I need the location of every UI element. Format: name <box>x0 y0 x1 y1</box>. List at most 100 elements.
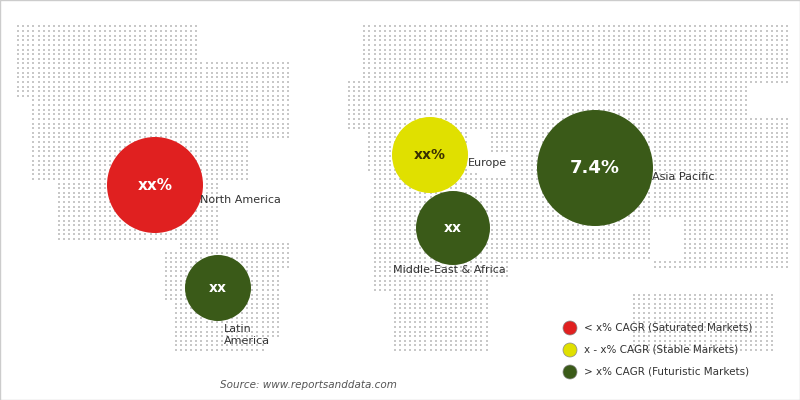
Point <box>628 106 641 113</box>
Point <box>424 74 437 80</box>
Point <box>409 259 422 265</box>
Point <box>170 319 182 326</box>
Point <box>643 291 656 298</box>
Point <box>241 245 254 252</box>
Point <box>775 180 788 187</box>
Point <box>678 70 691 76</box>
Point <box>526 74 538 80</box>
Point <box>246 305 258 312</box>
Point <box>159 37 172 44</box>
Point <box>47 162 60 168</box>
Point <box>53 60 66 67</box>
Point <box>633 60 646 67</box>
Point <box>766 310 778 316</box>
Point <box>506 74 518 80</box>
Point <box>124 130 137 136</box>
Point <box>277 259 290 265</box>
Point <box>394 70 406 76</box>
Point <box>94 60 106 67</box>
Point <box>62 190 75 196</box>
Point <box>378 273 391 279</box>
Point <box>678 111 691 118</box>
Point <box>430 278 442 284</box>
Point <box>434 333 447 339</box>
Point <box>689 227 702 233</box>
Point <box>206 185 218 192</box>
Point <box>190 162 202 168</box>
Point <box>648 139 661 145</box>
Point <box>368 51 381 58</box>
Point <box>613 227 626 233</box>
Point <box>241 310 254 316</box>
Point <box>725 328 738 335</box>
Point <box>582 250 594 256</box>
Point <box>185 236 198 242</box>
Point <box>215 338 228 344</box>
Point <box>236 153 249 159</box>
Point <box>475 278 488 284</box>
Point <box>572 65 585 71</box>
Point <box>781 264 794 270</box>
Point <box>704 23 717 30</box>
Point <box>88 139 101 145</box>
Point <box>699 314 712 321</box>
Point <box>587 51 600 58</box>
Text: xx: xx <box>444 221 462 235</box>
Point <box>710 32 722 39</box>
Point <box>602 194 615 201</box>
Point <box>62 166 75 173</box>
Point <box>53 56 66 62</box>
Point <box>251 116 264 122</box>
Point <box>526 254 538 261</box>
Point <box>638 245 650 252</box>
Point <box>470 176 482 182</box>
Point <box>210 254 223 261</box>
Point <box>669 300 682 307</box>
Point <box>470 217 482 224</box>
Point <box>271 264 284 270</box>
Point <box>725 32 738 39</box>
Point <box>775 153 788 159</box>
Point <box>378 116 391 122</box>
Point <box>566 157 579 164</box>
Point <box>22 42 34 48</box>
Point <box>740 319 753 326</box>
Point <box>684 310 697 316</box>
Point <box>536 83 549 90</box>
Point <box>618 250 630 256</box>
Point <box>454 185 467 192</box>
Point <box>598 130 610 136</box>
Point <box>699 240 712 247</box>
Point <box>760 222 773 228</box>
Point <box>195 300 208 307</box>
Point <box>22 46 34 53</box>
Point <box>755 305 768 312</box>
Point <box>628 28 641 34</box>
Point <box>154 213 167 219</box>
Point <box>170 264 182 270</box>
Point <box>94 144 106 150</box>
Point <box>22 65 34 71</box>
Point <box>725 88 738 94</box>
Point <box>755 23 768 30</box>
Point <box>262 70 274 76</box>
Point <box>740 338 753 344</box>
Point <box>628 148 641 154</box>
Point <box>770 259 783 265</box>
Point <box>704 93 717 99</box>
Point <box>587 28 600 34</box>
Point <box>159 180 172 187</box>
Point <box>424 204 437 210</box>
Point <box>439 227 452 233</box>
Point <box>414 139 426 145</box>
Point <box>607 79 620 85</box>
Point <box>200 194 213 201</box>
Point <box>62 65 75 71</box>
Point <box>450 120 462 127</box>
Point <box>210 199 223 205</box>
Point <box>68 46 81 53</box>
Point <box>165 79 178 85</box>
Point <box>613 74 626 80</box>
Point <box>643 97 656 104</box>
Point <box>398 157 411 164</box>
